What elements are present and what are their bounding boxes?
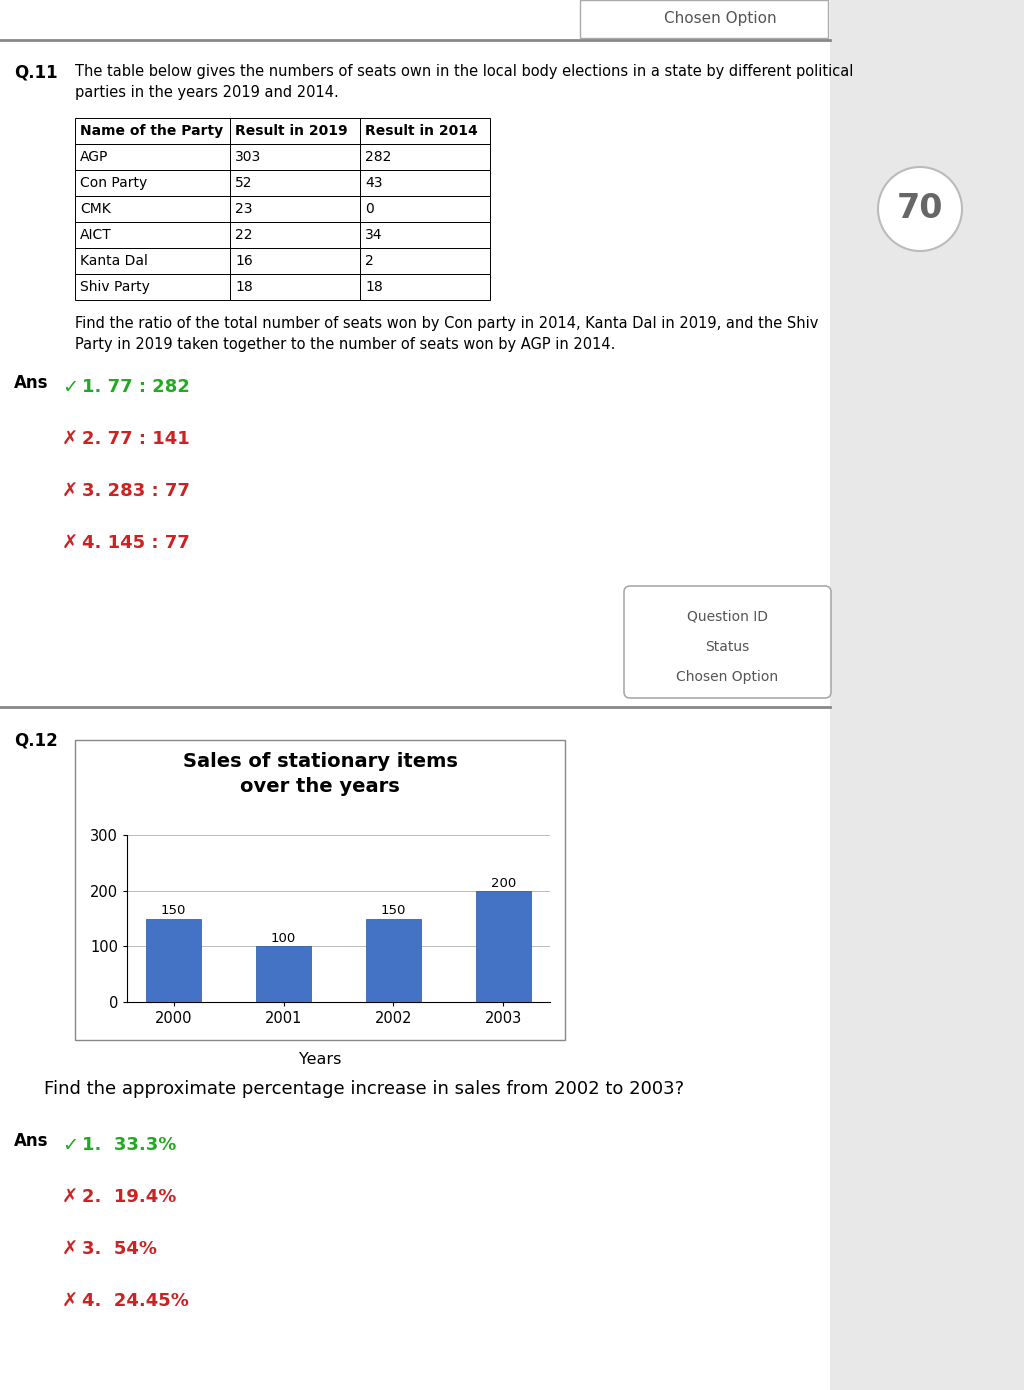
- Bar: [360, 170, 490, 196]
- Bar: [75, 170, 230, 196]
- Bar: [580, 0, 828, 38]
- Bar: [476, 891, 530, 1002]
- Text: Q.12: Q.12: [14, 731, 57, 749]
- Bar: [360, 118, 490, 145]
- Bar: [360, 196, 490, 222]
- Text: Con Party: Con Party: [80, 177, 147, 190]
- Text: 150: 150: [381, 905, 407, 917]
- Text: Q.11: Q.11: [14, 64, 57, 82]
- Text: 52: 52: [234, 177, 253, 190]
- Text: Status: Status: [706, 639, 750, 655]
- Text: 1. 77 : 282: 1. 77 : 282: [82, 378, 189, 396]
- Bar: [75, 222, 230, 247]
- Text: 4.  24.45%: 4. 24.45%: [82, 1291, 188, 1309]
- Bar: [75, 196, 230, 222]
- Text: ✗: ✗: [62, 534, 79, 553]
- Text: 22: 22: [234, 228, 253, 242]
- Bar: [230, 145, 360, 170]
- Text: CMK: CMK: [80, 202, 111, 215]
- Bar: [366, 919, 421, 1002]
- Text: 16: 16: [234, 254, 253, 268]
- Text: 23: 23: [234, 202, 253, 215]
- Bar: [360, 222, 490, 247]
- Text: Ans: Ans: [14, 1131, 48, 1150]
- Text: 1.  33.3%: 1. 33.3%: [82, 1136, 176, 1154]
- Bar: [230, 118, 360, 145]
- Bar: [75, 118, 230, 145]
- Text: ✗: ✗: [62, 1240, 79, 1259]
- Text: 18: 18: [234, 279, 253, 295]
- Text: 3. 283 : 77: 3. 283 : 77: [82, 482, 189, 500]
- Text: ✓: ✓: [62, 378, 79, 398]
- Text: Find the ratio of the total number of seats won by Con party in 2014, Kanta Dal : Find the ratio of the total number of se…: [75, 316, 818, 352]
- Text: 100: 100: [271, 933, 296, 945]
- Text: 43: 43: [365, 177, 383, 190]
- Text: 34: 34: [365, 228, 383, 242]
- Bar: [360, 247, 490, 274]
- Text: Question ID: Question ID: [687, 610, 768, 624]
- Text: 70: 70: [897, 192, 943, 225]
- Text: Result in 2014: Result in 2014: [365, 124, 478, 138]
- Text: Chosen Option: Chosen Option: [664, 11, 776, 26]
- Text: 303: 303: [234, 150, 261, 164]
- Text: The table below gives the numbers of seats own in the local body elections in a : The table below gives the numbers of sea…: [75, 64, 853, 100]
- Text: Years: Years: [299, 1052, 341, 1068]
- Text: Kanta Dal: Kanta Dal: [80, 254, 147, 268]
- Text: Shiv Party: Shiv Party: [80, 279, 150, 295]
- Bar: [230, 222, 360, 247]
- Bar: [75, 274, 230, 300]
- Text: ✗: ✗: [62, 482, 79, 500]
- Text: ✗: ✗: [62, 1291, 79, 1311]
- Text: 2. 77 : 141: 2. 77 : 141: [82, 430, 189, 448]
- Text: AGP: AGP: [80, 150, 109, 164]
- Text: 2.  19.4%: 2. 19.4%: [82, 1188, 176, 1207]
- Text: 18: 18: [365, 279, 383, 295]
- Circle shape: [878, 167, 962, 252]
- Text: ✗: ✗: [62, 430, 79, 449]
- Text: Sales of stationary items
over the years: Sales of stationary items over the years: [182, 752, 458, 796]
- Bar: [75, 247, 230, 274]
- Bar: [230, 170, 360, 196]
- Text: 4. 145 : 77: 4. 145 : 77: [82, 534, 189, 552]
- Bar: [230, 247, 360, 274]
- FancyBboxPatch shape: [624, 587, 831, 698]
- Bar: [230, 274, 360, 300]
- Text: Name of the Party: Name of the Party: [80, 124, 223, 138]
- Text: Chosen Option: Chosen Option: [677, 670, 778, 684]
- Text: 0: 0: [365, 202, 374, 215]
- Text: AICT: AICT: [80, 228, 112, 242]
- Bar: [146, 919, 201, 1002]
- Bar: [360, 145, 490, 170]
- Text: 200: 200: [490, 877, 516, 890]
- Text: ✓: ✓: [62, 1136, 79, 1155]
- Text: 3.  54%: 3. 54%: [82, 1240, 157, 1258]
- Text: Ans: Ans: [14, 374, 48, 392]
- Bar: [75, 739, 565, 1040]
- Text: Result in 2019: Result in 2019: [234, 124, 347, 138]
- Bar: [360, 274, 490, 300]
- Text: 150: 150: [161, 905, 186, 917]
- Text: 282: 282: [365, 150, 391, 164]
- Bar: [256, 947, 311, 1002]
- Text: 2: 2: [365, 254, 374, 268]
- Text: Find the approximate percentage increase in sales from 2002 to 2003?: Find the approximate percentage increase…: [44, 1080, 684, 1098]
- Bar: [75, 145, 230, 170]
- Text: ✗: ✗: [62, 1188, 79, 1207]
- Bar: [230, 196, 360, 222]
- Bar: [0, 0, 830, 1390]
